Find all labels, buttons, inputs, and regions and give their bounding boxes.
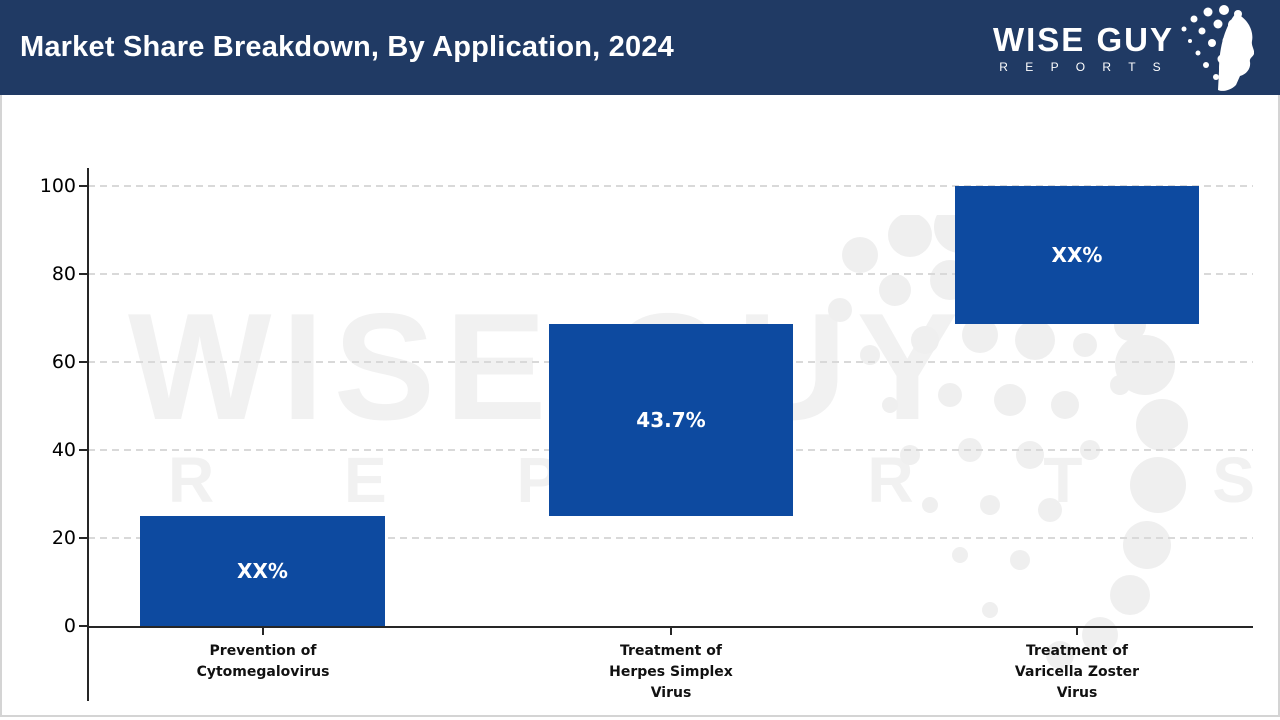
y-tick-label: 80 [51, 263, 76, 285]
card-border [1278, 95, 1280, 716]
y-tick-label: 20 [51, 527, 76, 549]
wiseguy-logo: WISE GUY R E P O R T S [993, 4, 1254, 91]
x-category-label: Prevention of Cytomegalovirus [196, 643, 330, 680]
x-category-label: Treatment of Varicella Zoster Virus [1014, 643, 1140, 701]
bar-prevention-cytomegalovirus: XX% [140, 516, 385, 626]
logo-text: WISE GUY R E P O R T S [993, 23, 1174, 73]
page-title: Market Share Breakdown, By Application, … [20, 31, 674, 63]
bar-value-label: XX% [237, 559, 288, 583]
logo-head-icon [1181, 4, 1254, 91]
bar-value-label: 43.7% [636, 407, 706, 432]
y-tick [79, 449, 87, 451]
y-tick-label: 60 [51, 351, 76, 373]
y-axis-spine [87, 168, 89, 701]
logo-subtitle: R E P O R T S [999, 59, 1168, 74]
x-tick [670, 628, 672, 635]
x-tick [262, 628, 264, 635]
y-tick [79, 185, 87, 187]
gridline [88, 537, 1253, 539]
card-border [0, 715, 1280, 717]
chart-canvas: WISE GUY R E P O R T S [0, 95, 1280, 716]
x-category-label: Treatment of Herpes Simplex Virus [609, 643, 733, 701]
gridline [88, 273, 1253, 275]
card-border [0, 95, 2, 716]
y-tick-label: 40 [51, 439, 76, 461]
y-tick [79, 273, 87, 275]
x-axis-spine [87, 626, 1253, 628]
logo-wordmark: WISE GUY [992, 20, 1174, 58]
y-tick [79, 361, 87, 363]
gridline [88, 185, 1253, 187]
y-tick-label: 0 [63, 615, 76, 637]
y-tick-label: 100 [39, 175, 76, 197]
x-tick [1076, 628, 1078, 635]
bar-treatment-varicella-zoster: XX% [955, 186, 1199, 324]
y-tick [79, 625, 87, 627]
bar-value-label: XX% [1051, 242, 1103, 267]
bar-treatment-herpes-simplex: 43.7% [549, 323, 793, 516]
y-tick [79, 537, 87, 539]
header-bar: Market Share Breakdown, By Application, … [0, 0, 1280, 95]
